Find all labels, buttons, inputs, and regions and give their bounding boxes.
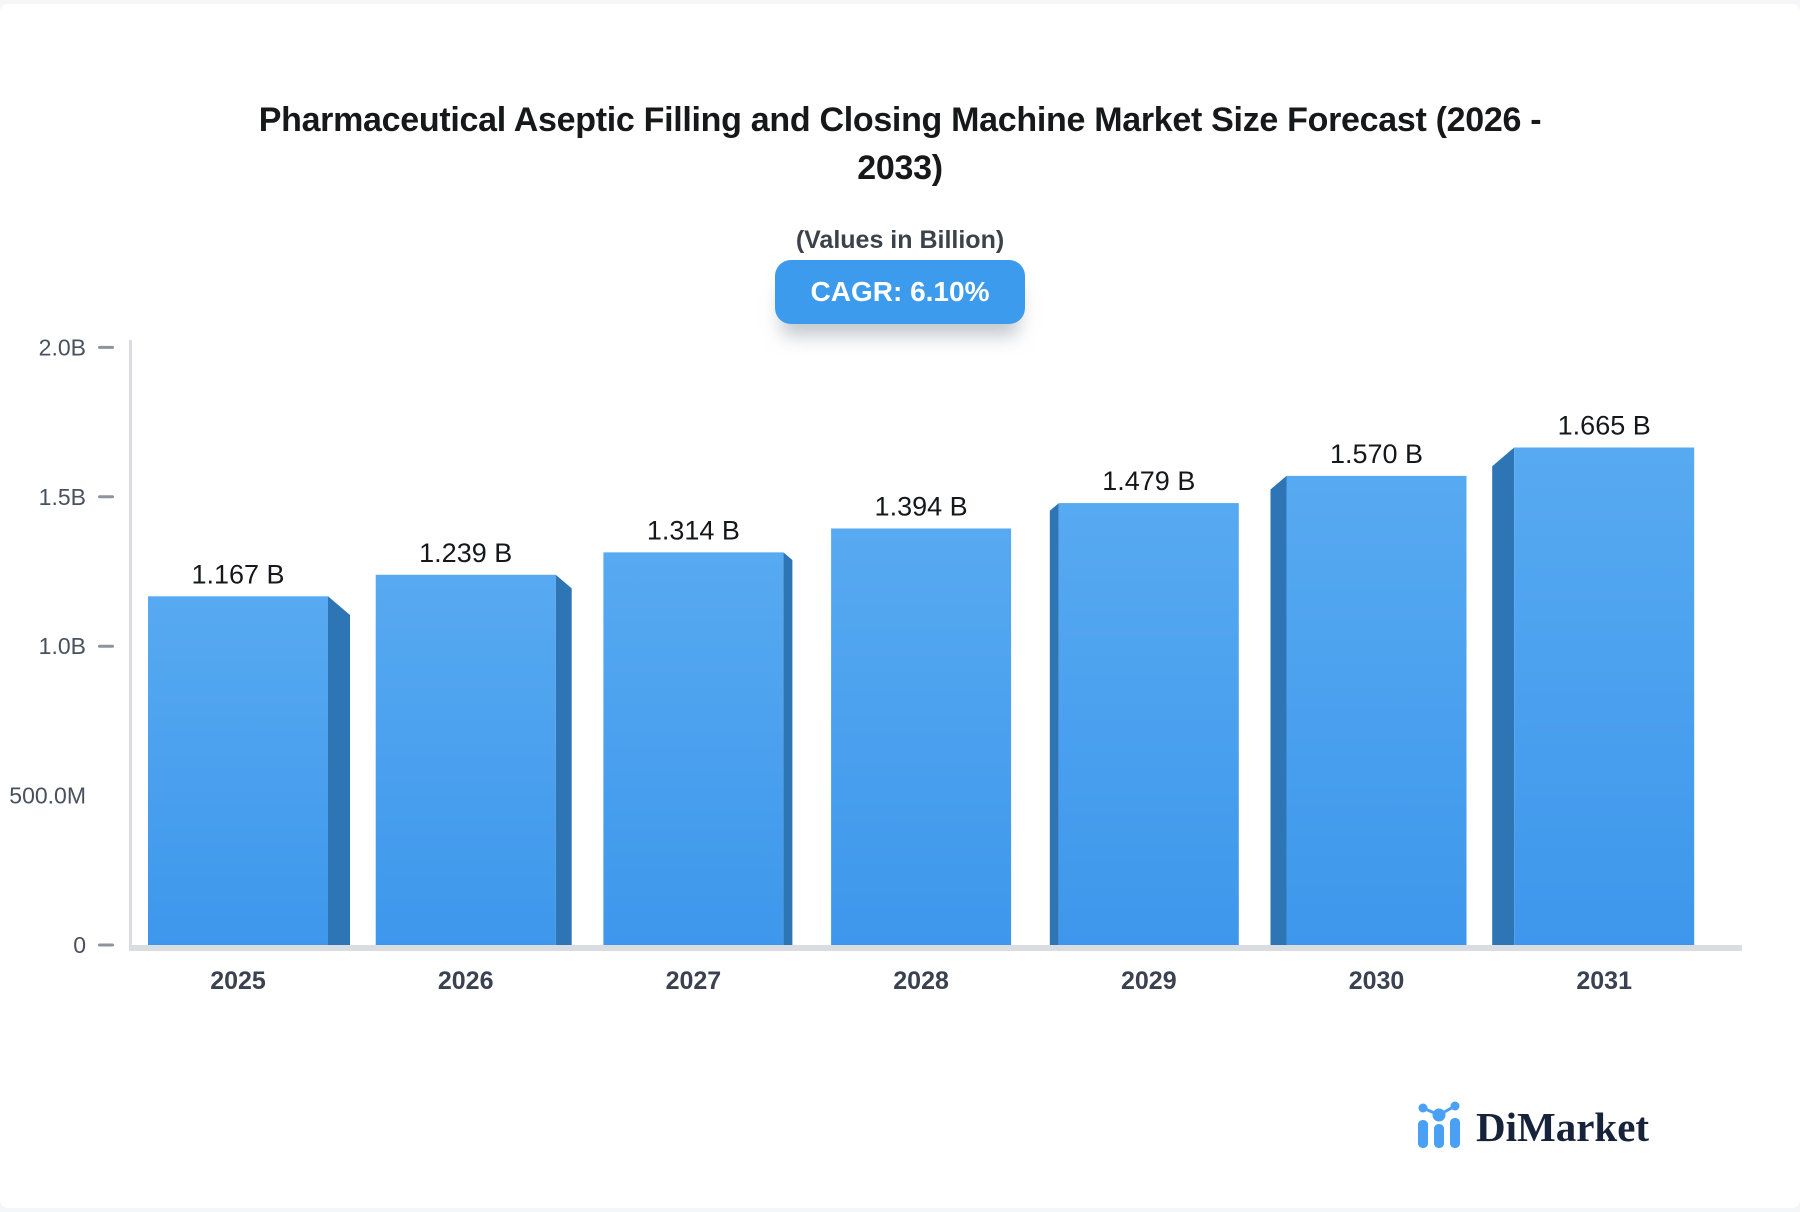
bar-chart-icon <box>1418 1101 1460 1148</box>
cagr-badge-row: CAGR: 6.10% <box>0 260 1800 324</box>
bar-side <box>555 574 572 945</box>
y-axis-tick <box>98 644 114 648</box>
bar-face <box>148 596 328 945</box>
y-axis-label: 500.0M <box>9 783 86 809</box>
y-axis-line <box>129 340 132 951</box>
bar-side <box>1049 503 1059 945</box>
bar-value-label: 1.167 B <box>191 559 284 589</box>
bar-value-label: 1.570 B <box>1330 439 1423 469</box>
chart-title: Pharmaceutical Aseptic Filling and Closi… <box>0 96 1800 192</box>
x-axis-label: 2026 <box>438 967 494 995</box>
bar-group: 1.570 B 2030 <box>1270 439 1467 995</box>
x-axis-label: 2025 <box>210 967 266 995</box>
x-axis-label: 2028 <box>893 967 949 995</box>
bar-face <box>831 528 1012 945</box>
bar-group: 1.665 B 2031 <box>1492 410 1695 995</box>
x-axis-label: 2031 <box>1576 967 1632 995</box>
y-axis-label: 2.0B <box>39 334 86 360</box>
y-axis-label: 1.0B <box>39 633 86 659</box>
y-axis-label: 1.5B <box>39 484 86 510</box>
y-axis-label: 0 <box>73 932 86 958</box>
bar-value-label: 1.479 B <box>1102 466 1195 496</box>
bar-value-label: 1.314 B <box>647 515 740 545</box>
y-axis-tick <box>98 943 114 947</box>
bar-group: 1.314 B 2027 <box>603 515 793 995</box>
x-axis-label: 2030 <box>1349 967 1405 995</box>
bar-group: 1.394 B 2028 <box>831 491 1012 995</box>
x-axis-line <box>129 945 1742 951</box>
cagr-badge: CAGR: 6.10% <box>774 260 1026 324</box>
bar-value-label: 1.665 B <box>1558 410 1651 440</box>
bar-face <box>375 574 556 945</box>
bar-value-label: 1.394 B <box>875 491 968 521</box>
bar-side <box>1270 475 1287 945</box>
bar-side <box>328 596 350 945</box>
bar-face <box>1286 475 1467 945</box>
chart-subtitle: (Values in Billion) <box>795 226 1005 254</box>
chart-title-line2: 2033) <box>857 149 943 187</box>
bar-face <box>1058 503 1239 945</box>
bar-group: 1.239 B 2026 <box>375 538 572 995</box>
bar-face <box>1514 447 1695 945</box>
bar-side <box>1492 447 1515 945</box>
brand-logo-text: DiMarket <box>1476 1104 1650 1150</box>
bar-group: 1.479 B 2029 <box>1049 466 1239 995</box>
chart-card: Pharmaceutical Aseptic Filling and Closi… <box>0 4 1800 1208</box>
y-axis-tick <box>98 345 114 349</box>
chart-title-line1: Pharmaceutical Aseptic Filling and Closi… <box>258 101 1542 139</box>
brand-logo: DiMarket <box>1418 1094 1649 1148</box>
y-axis-tick <box>98 495 114 499</box>
x-axis-label: 2027 <box>666 967 722 995</box>
bar-face <box>603 552 784 945</box>
bar-side <box>783 552 793 945</box>
bar-chart: 2.0B 1.5B 1.0B 500.0M 0 1.167 B 2025 1.239 B 202… <box>9 334 1742 995</box>
bar-value-label: 1.239 B <box>419 538 512 568</box>
bar-group: 1.167 B 2025 <box>148 559 350 995</box>
x-axis-label: 2029 <box>1121 967 1177 995</box>
